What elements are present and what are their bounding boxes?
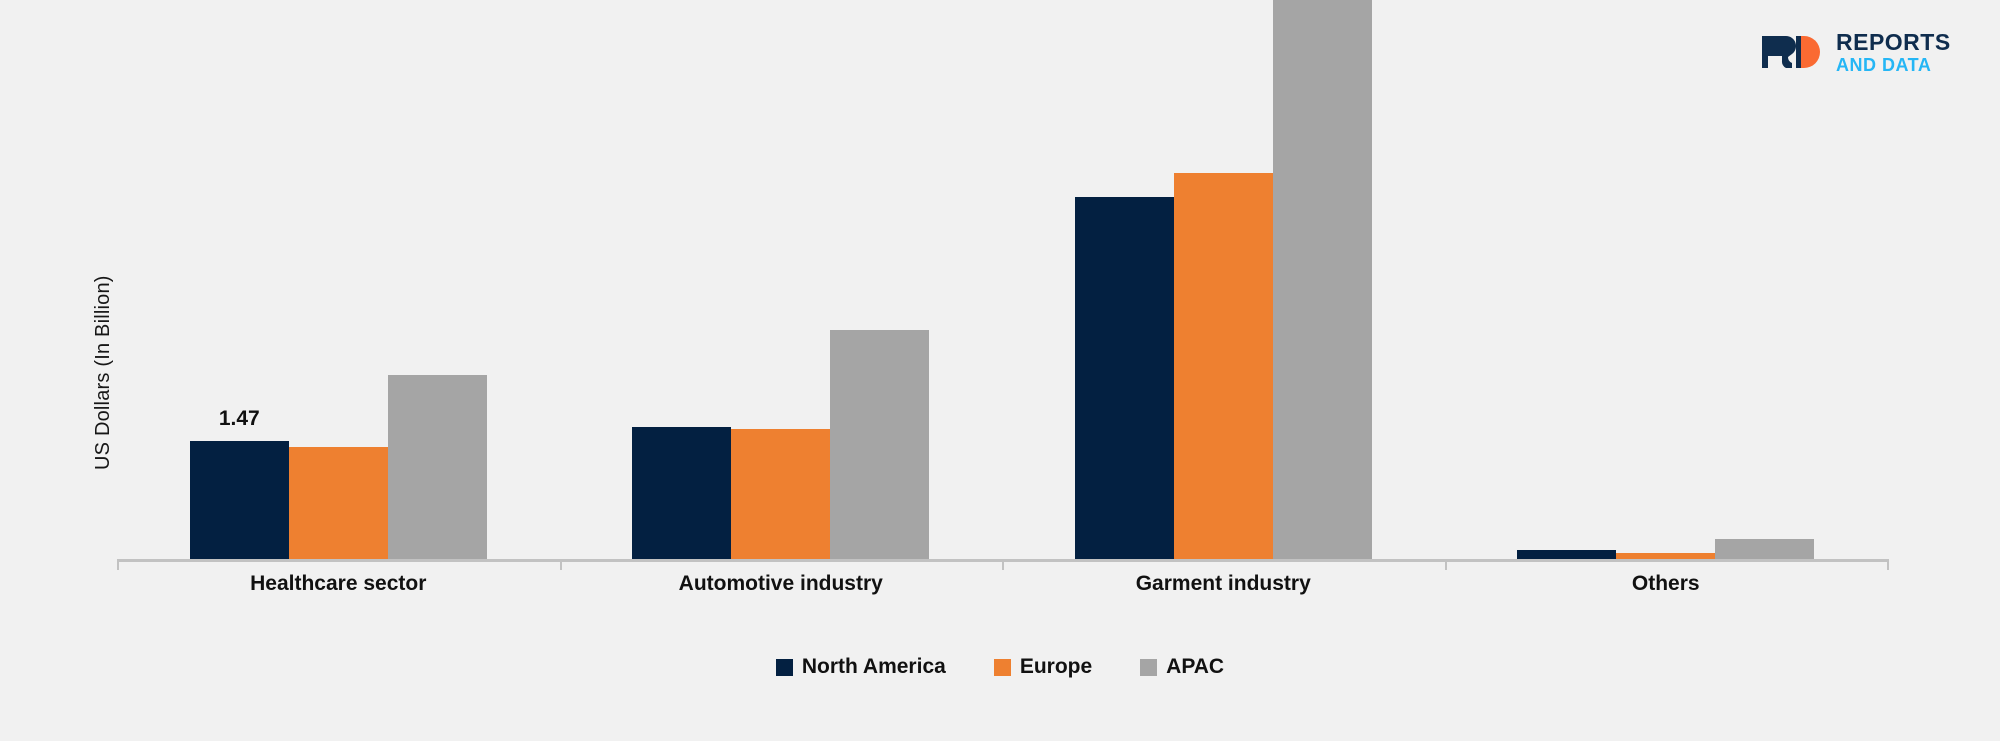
x-axis-tick [1887, 559, 1889, 570]
bar-north-america-garment-industry[interactable] [1074, 197, 1174, 560]
data-label-healthcare-sector: 1.47 [218, 407, 260, 431]
bar-europe-automotive-industry[interactable] [731, 429, 831, 560]
bar-europe-healthcare-sector[interactable] [288, 447, 388, 560]
bar-north-america-healthcare-sector[interactable] [189, 441, 289, 560]
x-axis-label-others: Others [1631, 572, 1700, 595]
legend-swatch-icon [1140, 658, 1158, 676]
bar-apac-healthcare-sector[interactable] [387, 374, 487, 560]
x-axis-tick [1444, 559, 1447, 570]
legend-label: APAC [1166, 655, 1225, 678]
bar-apac-others[interactable] [1715, 539, 1815, 560]
bar-north-america-automotive-industry[interactable] [632, 426, 732, 560]
brand-logo: REPORTS AND DATA [1762, 28, 1974, 76]
bar-north-america-others[interactable] [1517, 550, 1617, 560]
logo-wordmark: REPORTS AND DATA [1836, 28, 1951, 75]
legend-label: North America [801, 655, 946, 678]
x-axis-tick [117, 559, 119, 570]
plot-area: 1.47 [117, 0, 1887, 560]
x-axis-tick [1002, 559, 1004, 570]
x-axis-label-automotive-industry: Automotive industry [678, 572, 883, 595]
legend-item-europe[interactable]: Europe [993, 655, 1093, 679]
bar-apac-garment-industry[interactable] [1272, 0, 1372, 560]
x-axis-label-garment-industry: Garment industry [1135, 572, 1311, 595]
legend-swatch-icon [775, 658, 793, 676]
legend-swatch-icon [993, 658, 1011, 676]
bar-apac-automotive-industry[interactable] [830, 330, 930, 560]
legend-label: Europe [1019, 655, 1093, 678]
logo-line-reports: REPORTS [1836, 28, 1951, 55]
legend-item-north-america[interactable]: North America [775, 655, 946, 679]
x-axis-label-healthcare-sector: Healthcare sector [250, 572, 427, 595]
rd-monogram-icon [1762, 30, 1828, 74]
legend-item-apac[interactable]: APAC [1140, 655, 1224, 679]
bar-europe-garment-industry[interactable] [1173, 172, 1273, 560]
x-axis-tick [559, 559, 562, 570]
bar-europe-others[interactable] [1616, 552, 1716, 560]
chart-legend: North America Europe APAC [0, 655, 2000, 679]
logo-line-and-data: AND DATA [1836, 54, 1932, 75]
